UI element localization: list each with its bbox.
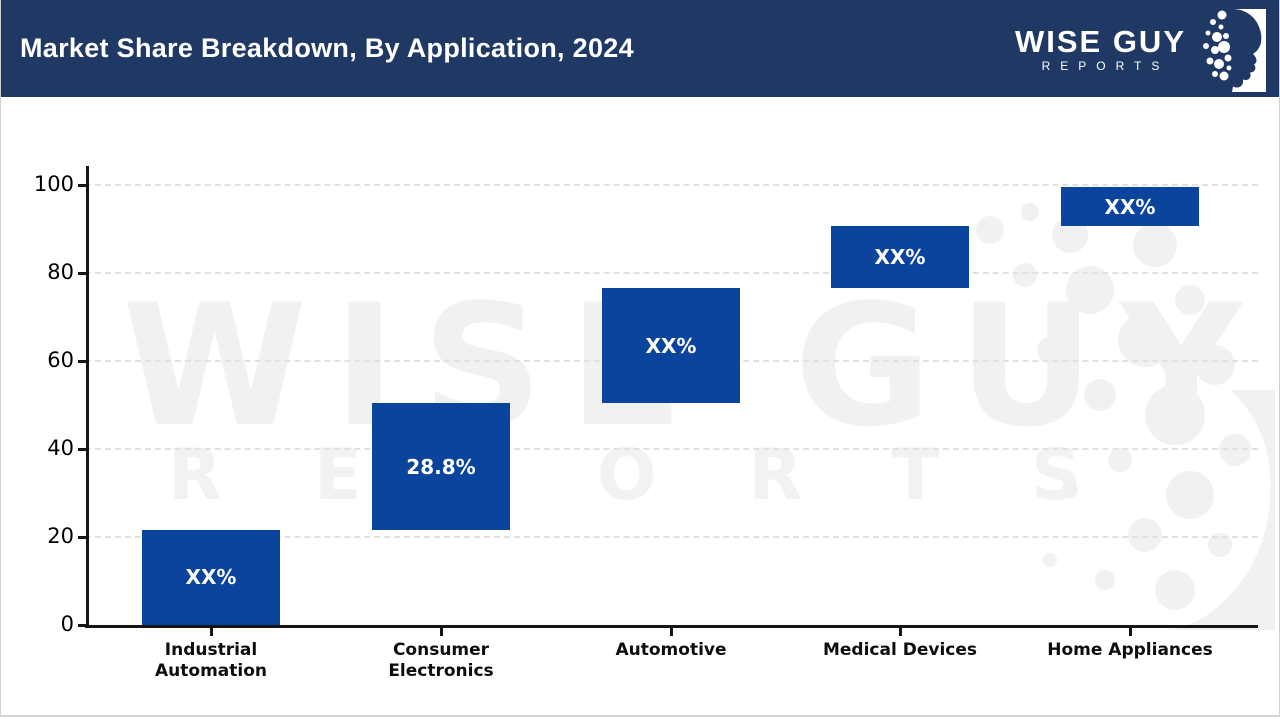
y-tick-mark xyxy=(78,360,87,363)
x-tick-mark xyxy=(440,628,443,636)
y-tick-label: 0 xyxy=(60,612,74,636)
bar-value-label: XX% xyxy=(645,333,697,358)
logo-face-icon xyxy=(1203,8,1266,92)
bar: XX% xyxy=(1061,186,1199,227)
y-tick-mark xyxy=(78,624,87,627)
x-tick-mark xyxy=(670,628,673,636)
bar: 28.8% xyxy=(372,403,510,530)
x-axis xyxy=(85,625,1258,628)
x-category-label: Automotive xyxy=(615,640,727,660)
page-title: Market Share Breakdown, By Application, … xyxy=(20,33,634,63)
logo-wordmark: WISE GUY xyxy=(1014,23,1186,59)
x-category-label: Consumer Electronics xyxy=(388,640,494,681)
y-tick-mark xyxy=(78,272,87,275)
logo-text: WISE GUY REPORTS xyxy=(1014,23,1186,73)
bar-value-label: XX% xyxy=(874,245,926,270)
x-tick-mark xyxy=(1129,628,1132,636)
y-tick-label: 100 xyxy=(33,172,74,196)
x-tick-mark xyxy=(210,628,213,636)
watermark-subtext: REPORTS xyxy=(168,434,1174,516)
y-axis xyxy=(86,166,89,628)
grid-line xyxy=(85,184,1258,186)
bar: XX% xyxy=(142,529,280,625)
bar-value-label: 28.8% xyxy=(406,454,476,479)
header-bar: Market Share Breakdown, By Application, … xyxy=(0,0,1280,97)
y-tick-label: 40 xyxy=(47,436,74,460)
y-tick-mark xyxy=(78,448,87,451)
logo-subtitle: REPORTS xyxy=(1041,58,1170,73)
bar: XX% xyxy=(602,287,740,404)
x-tick-mark xyxy=(899,628,902,636)
y-tick-label: 20 xyxy=(47,524,74,548)
wise-guy-reports-logo: WISE GUY REPORTS xyxy=(1015,6,1280,92)
x-category-label: Industrial Automation xyxy=(155,640,267,681)
bar-value-label: XX% xyxy=(1104,194,1156,219)
y-tick-label: 80 xyxy=(47,260,74,284)
grid-line xyxy=(85,536,1258,538)
y-tick-mark xyxy=(78,536,87,539)
grid-line xyxy=(85,272,1258,274)
bar: XX% xyxy=(831,226,969,288)
y-tick-mark xyxy=(78,184,87,187)
grid-line xyxy=(85,448,1258,450)
x-category-label: Medical Devices xyxy=(822,640,977,660)
y-tick-label: 60 xyxy=(47,348,74,372)
bar-value-label: XX% xyxy=(185,565,237,590)
x-category-label: Home Appliances xyxy=(1047,640,1213,660)
